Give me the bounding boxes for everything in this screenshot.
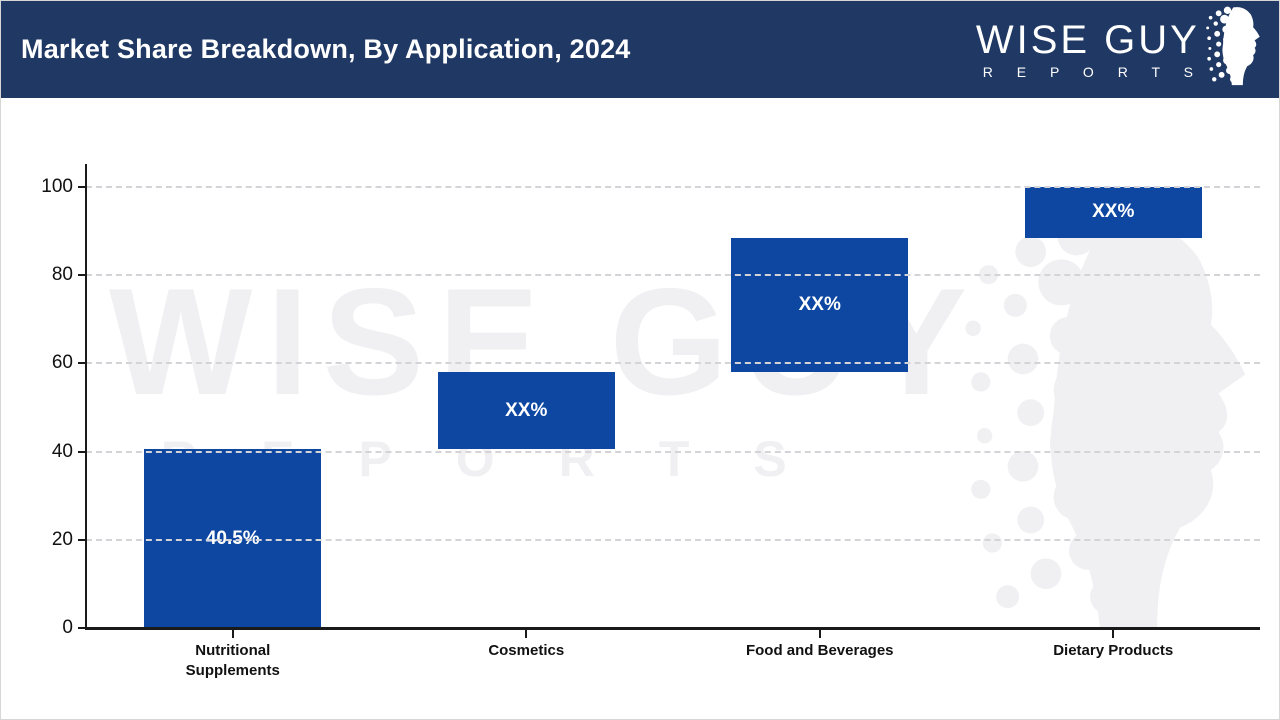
- y-tick-mark-60: [78, 362, 86, 365]
- x-axis-line: [85, 627, 1260, 630]
- logo-wordmark: WISE GUY: [975, 17, 1200, 62]
- y-tick-label-40: 40: [51, 440, 73, 462]
- y-tick-label-80: 80: [51, 264, 73, 286]
- x-tick-mark-2: [525, 630, 528, 638]
- gridline-100: [86, 186, 1260, 188]
- y-tick-label-60: 60: [51, 352, 73, 374]
- x-category-label-1: Nutritional Supplements: [185, 642, 280, 680]
- dotted-face-icon: [1189, 3, 1263, 96]
- y-axis-line: [85, 164, 87, 629]
- gridline-20: [86, 538, 1260, 541]
- bar-value-label: 40.5%: [205, 527, 260, 549]
- y-tick-mark-100: [78, 186, 86, 188]
- y-tick-mark-40: [78, 450, 86, 453]
- brand-logo-text: WISE GUY R E P O R T S: [973, 20, 1203, 80]
- bar-segment-3: XX%: [731, 237, 909, 373]
- y-tick-mark-80: [78, 274, 86, 277]
- bar-segment-2: XX%: [437, 372, 615, 450]
- plot-area: WISE GUY REPORTS 40.5% XX% XX% XX% 0 20 40 60 8…: [1, 98, 1279, 719]
- x-tick-mark-4: [1112, 630, 1115, 638]
- bar-segment-4: XX%: [1024, 187, 1202, 238]
- brand-logo: WISE GUY R E P O R T S: [973, 3, 1263, 96]
- x-category-label-4: Dietary Products: [1053, 642, 1174, 659]
- y-tick-mark-20: [78, 538, 86, 541]
- chart-title: Market Share Breakdown, By Application, …: [21, 34, 631, 64]
- bar-value-label: XX%: [1092, 201, 1135, 223]
- x-category-label-3: Food and Beverages: [745, 642, 894, 659]
- bar-segment-1: 40.5%: [144, 449, 322, 628]
- bar-value-label: XX%: [505, 399, 548, 421]
- gridline-60: [86, 362, 1260, 365]
- y-tick-label-20: 20: [51, 528, 73, 550]
- logo-subtext: R E P O R T S: [982, 63, 1203, 80]
- x-tick-mark-1: [231, 630, 234, 638]
- bar-value-label: XX%: [798, 293, 841, 315]
- gridline-40: [86, 450, 1260, 453]
- y-tick-label-100: 100: [41, 176, 73, 197]
- y-tick-mark-0: [78, 627, 86, 629]
- x-tick-mark-3: [818, 630, 821, 638]
- gridline-80: [86, 274, 1260, 277]
- header-band: Market Share Breakdown, By Application, …: [1, 1, 1279, 98]
- watermark-face-icon: [873, 198, 1265, 663]
- y-tick-label-0: 0: [62, 617, 73, 638]
- x-category-label-2: Cosmetics: [488, 642, 565, 659]
